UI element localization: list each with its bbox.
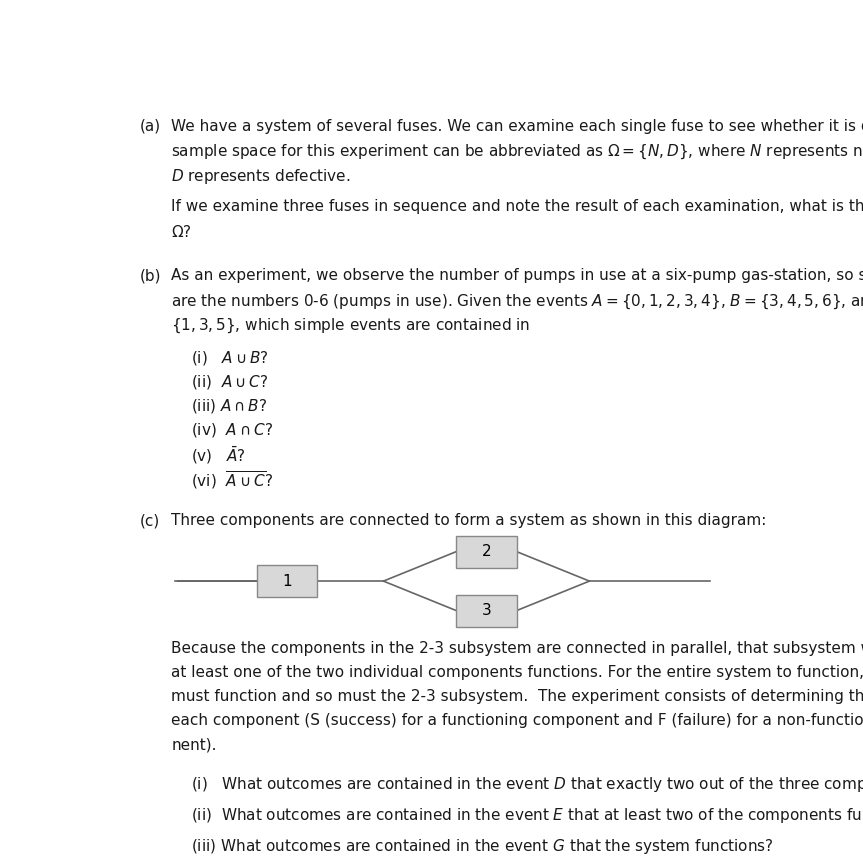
Text: $\Omega$?: $\Omega$?	[172, 224, 192, 240]
Text: at least one of the two individual components functions. For the entire system t: at least one of the two individual compo…	[172, 665, 863, 681]
Text: must function and so must the 2-3 subsystem.  The experiment consists of determi: must function and so must the 2-3 subsys…	[172, 689, 863, 704]
Text: sample space for this experiment can be abbreviated as $\Omega = \{N, D\}$, wher: sample space for this experiment can be …	[172, 143, 863, 161]
FancyBboxPatch shape	[457, 536, 517, 568]
Text: (c): (c)	[140, 514, 161, 529]
Text: $D$ represents defective.: $D$ represents defective.	[172, 167, 351, 186]
Text: (iii) $A \cap B$?: (iii) $A \cap B$?	[192, 397, 268, 415]
Text: (iii) What outcomes are contained in the event $G$ that the system functions?: (iii) What outcomes are contained in the…	[192, 838, 774, 857]
Text: (i)   What outcomes are contained in the event $D$ that exactly two out of the t: (i) What outcomes are contained in the e…	[192, 775, 863, 794]
Text: If we examine three fuses in sequence and note the result of each examination, w: If we examine three fuses in sequence an…	[172, 200, 863, 214]
Text: (ii)  $A \cup C$?: (ii) $A \cup C$?	[192, 372, 268, 391]
Text: are the numbers 0-6 (pumps in use). Given the events $A = \{0, 1, 2, 3, 4\}$, $B: are the numbers 0-6 (pumps in use). Give…	[172, 293, 863, 311]
Text: 3: 3	[482, 603, 491, 618]
FancyBboxPatch shape	[257, 565, 318, 597]
Text: (b): (b)	[140, 268, 161, 283]
Text: each component (S (success) for a functioning component and F (failure) for a no: each component (S (success) for a functi…	[172, 713, 863, 728]
FancyBboxPatch shape	[457, 595, 517, 627]
Text: 2: 2	[482, 544, 491, 559]
Text: (i)   $A \cup B$?: (i) $A \cup B$?	[192, 349, 269, 366]
Text: (a): (a)	[140, 119, 161, 134]
Text: nent).: nent).	[172, 738, 217, 753]
Text: 1: 1	[282, 574, 292, 589]
Text: Because the components in the 2-3 subsystem are connected in parallel, that subs: Because the components in the 2-3 subsys…	[172, 641, 863, 656]
Text: (v)   $\bar{A}$?: (v) $\bar{A}$?	[192, 445, 246, 466]
Text: We have a system of several fuses. We can examine each single fuse to see whethe: We have a system of several fuses. We ca…	[172, 119, 863, 134]
Text: As an experiment, we observe the number of pumps in use at a six-pump gas-statio: As an experiment, we observe the number …	[172, 268, 863, 283]
Text: (vi)  $\overline{A \cup C}$?: (vi) $\overline{A \cup C}$?	[192, 469, 274, 490]
Text: $\{1, 3, 5\}$, which simple events are contained in: $\{1, 3, 5\}$, which simple events are c…	[172, 316, 531, 334]
Text: (iv)  $A \cap C$?: (iv) $A \cap C$?	[192, 421, 274, 439]
Text: Three components are connected to form a system as shown in this diagram:: Three components are connected to form a…	[172, 514, 767, 529]
Text: (ii)  What outcomes are contained in the event $E$ that at least two of the comp: (ii) What outcomes are contained in the …	[192, 806, 863, 825]
